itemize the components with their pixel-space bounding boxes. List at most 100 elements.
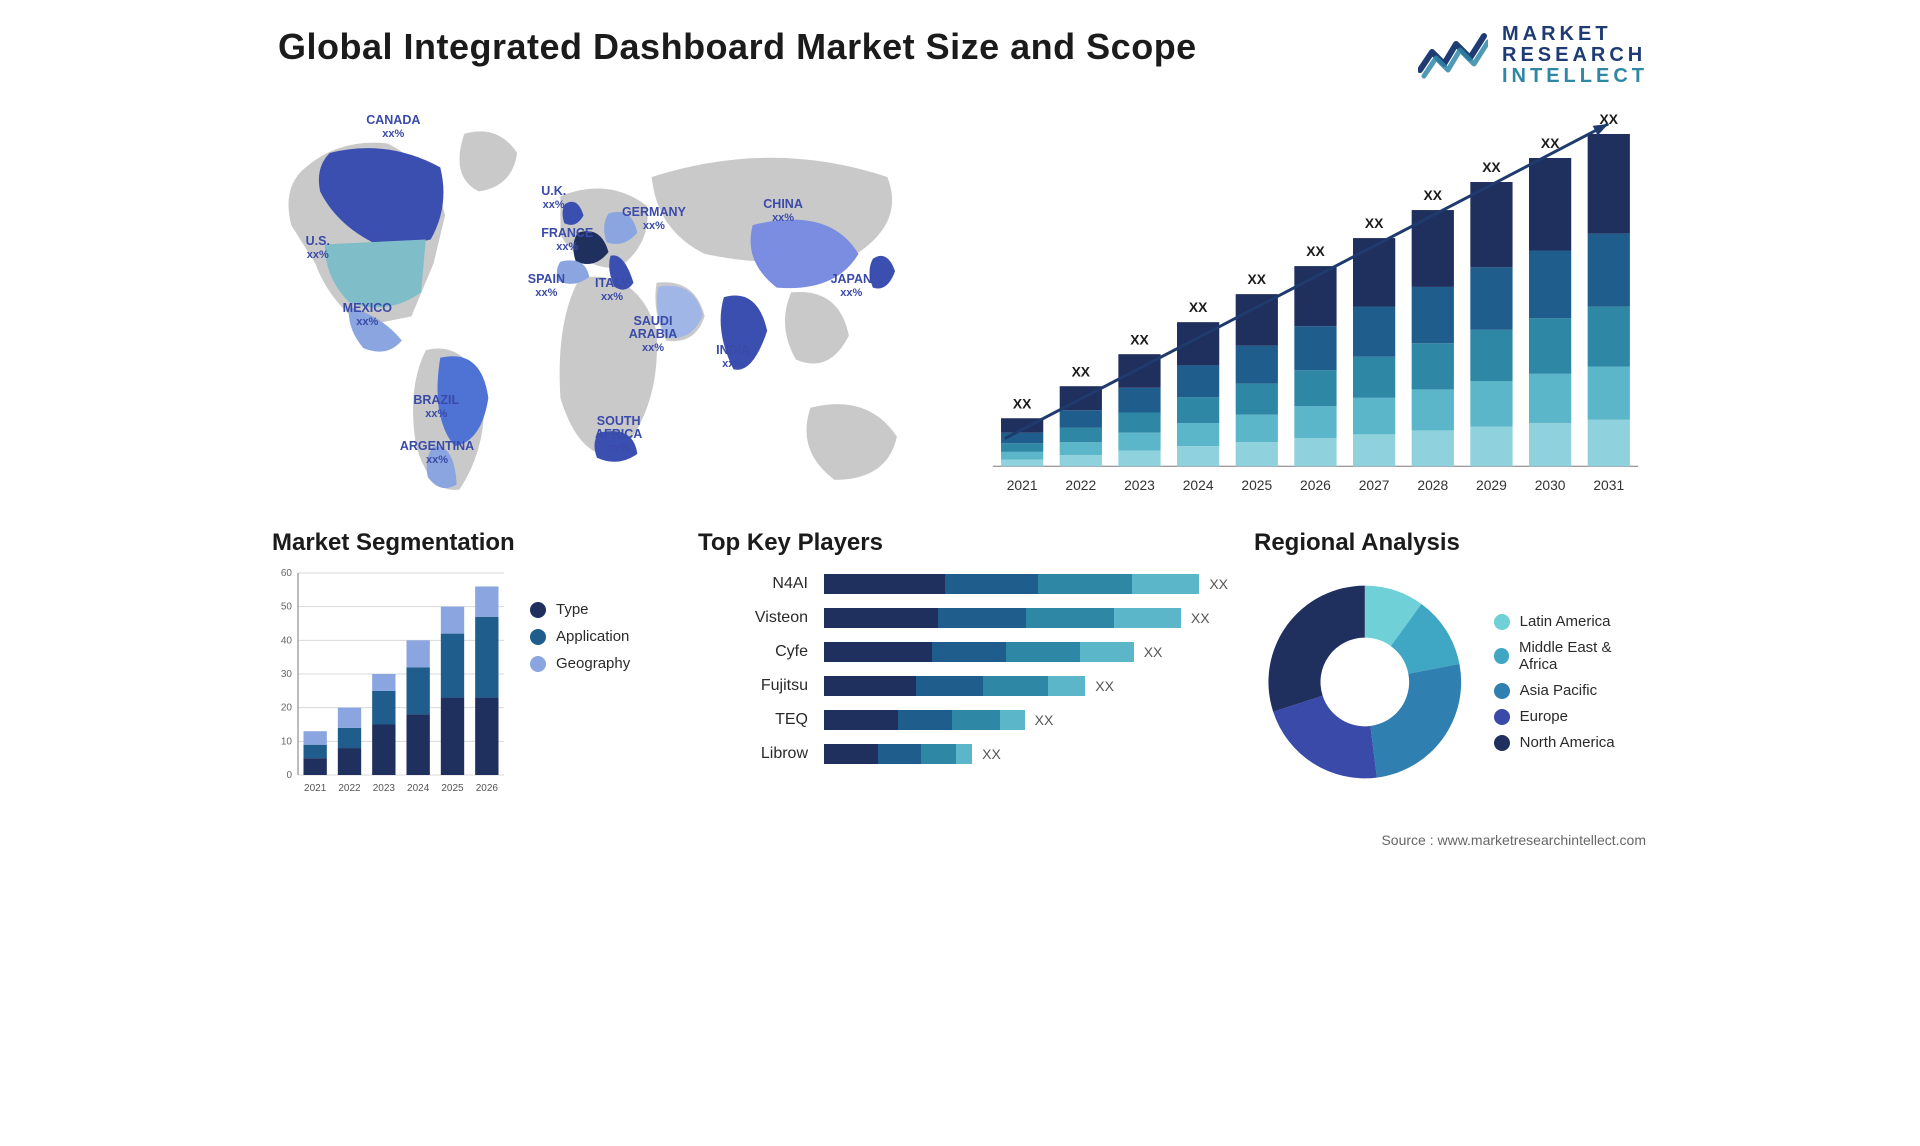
brand-logo: MARKET RESEARCH INTELLECT [1418,24,1648,87]
svg-text:2022: 2022 [338,783,361,794]
player-row-visteon: XX [824,601,1228,635]
segmentation-chart: 0 10 20 30 40 50 60 2021 2022 2023 2024 2025 2026 [272,567,508,797]
player-row-cyfe: XX [824,635,1228,669]
player-name-n4ai: N4AI [698,567,808,601]
world-map: CANADAxx% U.S.xx% MEXICOxx% BRAZILxx% ARGENT… [272,93,945,511]
brand-line-1: MARKET [1502,24,1648,45]
svg-text:2026: 2026 [1300,477,1331,493]
player-row-n4ai: XX [824,567,1228,601]
player-row-teq: XX [824,703,1228,737]
player-value: XX [1144,644,1163,660]
player-value: XX [1035,712,1054,728]
regional-title: Regional Analysis [1254,529,1648,557]
svg-text:XX: XX [1306,243,1325,259]
player-value: XX [982,746,1001,762]
svg-text:0: 0 [286,770,292,781]
players-bars: XX XX XX XX XX XX [824,567,1228,771]
page-title: Global Integrated Dashboard Market Size … [278,26,1197,68]
player-row-fujitsu: XX [824,669,1228,703]
map-label-germany: GERMANYxx% [622,206,686,233]
map-label-u-k-: U.K.xx% [541,185,566,212]
svg-text:2021: 2021 [304,783,327,794]
infographic-page: Global Integrated Dashboard Market Size … [244,0,1676,856]
svg-text:2023: 2023 [1124,477,1155,493]
map-label-brazil: BRAZILxx% [413,394,459,421]
svg-text:2028: 2028 [1417,477,1448,493]
svg-text:XX: XX [1013,395,1032,411]
player-value: XX [1209,576,1228,592]
svg-text:2030: 2030 [1535,477,1566,493]
source-line: Source : www.marketresearchintellect.com [1381,832,1646,848]
growth-chart: XX 2021 XX 2022 XX 2023 XX 2024 XX 2025 XX 2026 XX 20… [975,93,1648,511]
svg-text:20: 20 [281,703,293,714]
player-value: XX [1191,610,1210,626]
svg-text:2021: 2021 [1007,477,1038,493]
svg-text:XX: XX [1189,299,1208,315]
regional-donut [1254,567,1476,797]
svg-text:2025: 2025 [441,783,464,794]
svg-text:2024: 2024 [407,783,430,794]
players-names: N4AIVisteonCyfeFujitsuTEQLibrow [698,567,808,771]
svg-text:2023: 2023 [373,783,396,794]
brand-mark-icon [1418,30,1488,82]
player-name-visteon: Visteon [698,601,808,635]
regional-legend: Latin America Middle East & Africa Asia Pa… [1494,604,1648,760]
svg-text:2024: 2024 [1183,477,1214,493]
svg-text:30: 30 [281,669,293,680]
player-name-librow: Librow [698,737,808,771]
region-legend-latin-america: Latin America [1494,613,1648,630]
svg-text:XX: XX [1130,331,1149,347]
segmentation-title: Market Segmentation [272,529,672,557]
svg-text:2031: 2031 [1593,477,1624,493]
map-label-canada: CANADAxx% [366,114,420,141]
brand-line-3: INTELLECT [1502,66,1648,87]
bottom-row: Market Segmentation 0 10 20 30 40 50 60 2021 202… [272,529,1648,819]
map-label-italy: ITALYxx% [595,277,629,304]
player-name-cyfe: Cyfe [698,635,808,669]
region-legend-north-america: North America [1494,734,1648,751]
svg-text:50: 50 [281,602,293,613]
map-label-spain: SPAINxx% [528,273,565,300]
svg-text:2026: 2026 [476,783,499,794]
top-row: CANADAxx% U.S.xx% MEXICOxx% BRAZILxx% ARGENT… [272,93,1648,511]
svg-text:XX: XX [1248,271,1267,287]
header: Global Integrated Dashboard Market Size … [272,20,1648,87]
segmentation-panel: Market Segmentation 0 10 20 30 40 50 60 2021 202… [272,529,672,819]
svg-text:2022: 2022 [1065,477,1096,493]
player-name-fujitsu: Fujitsu [698,669,808,703]
map-label-south-africa: SOUTHAFRICAxx% [595,415,642,455]
seg-legend-geography: Geography [530,655,630,672]
seg-legend-type: Type [530,601,630,618]
map-label-china: CHINAxx% [763,198,803,225]
svg-text:XX: XX [1424,187,1443,203]
player-name-teq: TEQ [698,703,808,737]
segmentation-legend: Type Application Geography [530,591,630,682]
player-row-librow: XX [824,737,1228,771]
region-legend-europe: Europe [1494,708,1648,725]
players-title: Top Key Players [698,529,1228,557]
svg-text:60: 60 [281,568,293,579]
seg-legend-application: Application [530,628,630,645]
regional-panel: Regional Analysis Latin America Middle Ea… [1254,529,1648,819]
map-label-argentina: ARGENTINAxx% [400,440,474,467]
growth-chart-svg: XX 2021 XX 2022 XX 2023 XX 2024 XX 2025 XX 2026 XX 20… [975,93,1648,511]
region-legend-asia-pacific: Asia Pacific [1494,682,1648,699]
svg-text:40: 40 [281,635,293,646]
map-label-france: FRANCExx% [541,227,593,254]
svg-text:10: 10 [281,736,293,747]
svg-text:XX: XX [1482,159,1501,175]
map-label-mexico: MEXICOxx% [343,302,392,329]
players-panel: Top Key Players N4AIVisteonCyfeFujitsuTE… [698,529,1228,819]
svg-text:XX: XX [1365,215,1384,231]
region-legend-middle-east-africa: Middle East & Africa [1494,639,1648,673]
brand-text: MARKET RESEARCH INTELLECT [1502,24,1648,87]
map-label-india: INDIAxx% [716,344,750,371]
map-label-u-s-: U.S.xx% [306,235,330,262]
svg-text:2029: 2029 [1476,477,1507,493]
svg-text:XX: XX [1541,135,1560,151]
player-value: XX [1095,678,1114,694]
map-label-saudi-arabia: SAUDIARABIAxx% [629,315,678,355]
map-label-japan: JAPANxx% [831,273,872,300]
svg-text:2025: 2025 [1241,477,1272,493]
svg-text:2027: 2027 [1359,477,1390,493]
